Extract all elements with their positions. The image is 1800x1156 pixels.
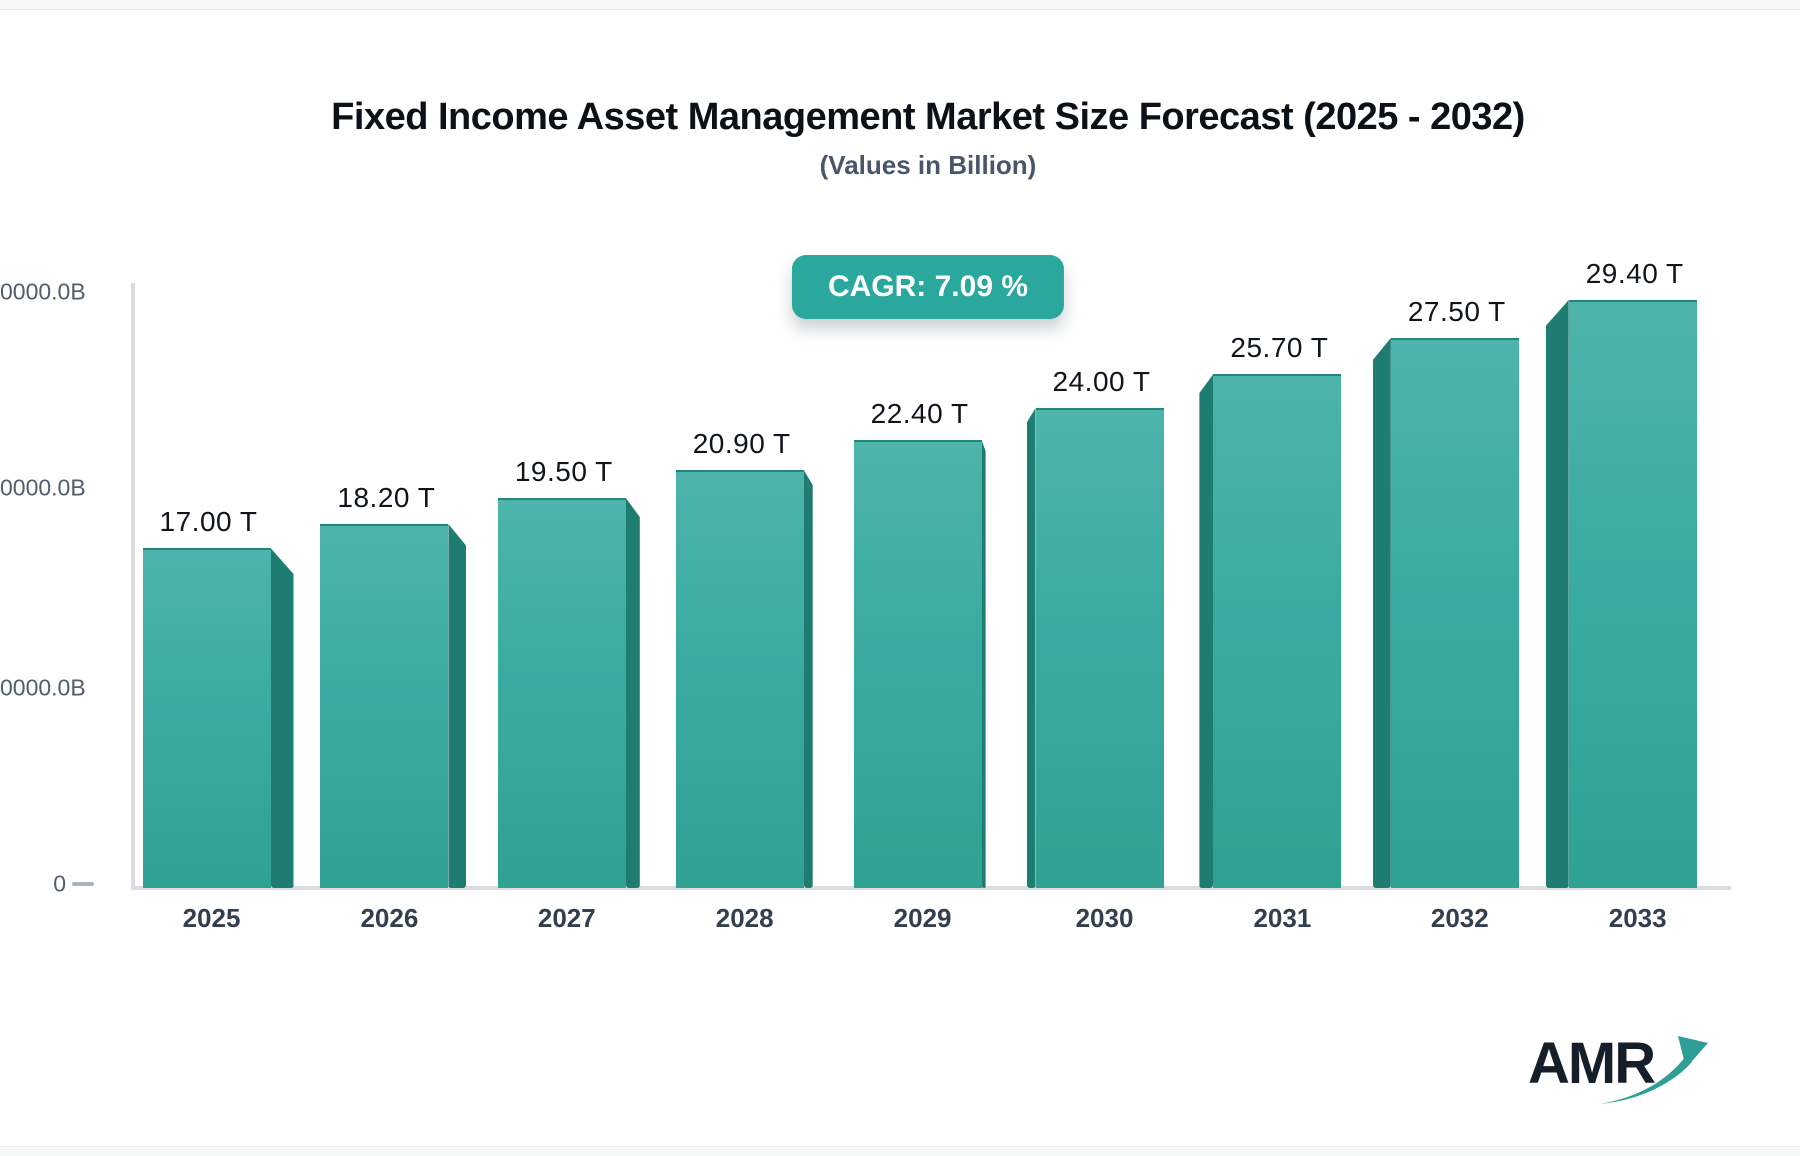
x-axis-label: 2029 [893, 903, 952, 933]
x-axis-label: 2032 [1430, 903, 1489, 933]
bar-2026 [320, 524, 449, 888]
x-axis-label: 2026 [360, 903, 419, 933]
y-axis-line [131, 283, 135, 888]
y-axis-tick-mark [72, 882, 94, 886]
x-axis-label: 2025 [182, 903, 241, 933]
bar-value-label: 17.00 T [159, 506, 258, 537]
chart-title: Fixed Income Asset Management Market Siz… [331, 96, 1525, 138]
bar-2027 [497, 498, 626, 888]
bar-side-face [625, 498, 640, 888]
bar-value-label: 27.50 T [1407, 296, 1506, 327]
bar-2032 [1390, 338, 1519, 888]
cagr-badge: CAGR: 7.09 % [791, 255, 1065, 319]
bar-2030 [1035, 408, 1164, 888]
bar-side-face [803, 470, 813, 888]
bar-side-face [1372, 338, 1391, 888]
bar-value-label: 18.20 T [337, 482, 436, 513]
amr-logo: AMR [1528, 1031, 1656, 1096]
x-axis-label: 2028 [715, 903, 774, 933]
x-axis-label: 2030 [1075, 903, 1134, 933]
y-axis-tick-label: 0000.0B [0, 474, 86, 501]
x-axis-label: 2031 [1253, 903, 1312, 933]
growth-arrow-icon [1600, 1036, 1708, 1104]
bar-2025 [142, 548, 271, 888]
bar-value-label: 22.40 T [870, 398, 969, 429]
bar-value-label: 29.40 T [1585, 258, 1684, 289]
bar-side-face [1026, 408, 1036, 888]
chart-subtitle: (Values in Billion) [819, 150, 1037, 180]
bar-value-label: 19.50 T [514, 456, 613, 487]
bar-2031 [1213, 374, 1342, 888]
bar-value-label: 25.70 T [1230, 332, 1329, 363]
y-axis-zero-label: 0 [53, 870, 66, 897]
bar-2028 [675, 470, 804, 888]
bottom-border [0, 1146, 1800, 1156]
bar-value-label: 20.90 T [692, 428, 791, 459]
bar-side-face [448, 524, 467, 888]
bar-side-face [270, 548, 294, 888]
x-axis-label: 2027 [537, 903, 596, 933]
x-axis-line [131, 886, 1731, 890]
bar-side-face [981, 440, 986, 888]
y-axis-tick-label: 0000.0B [0, 278, 86, 305]
bar-2033 [1568, 300, 1697, 888]
bar-value-label: 24.00 T [1052, 366, 1151, 397]
x-axis-label: 2033 [1608, 903, 1667, 933]
y-axis-tick-label: 0000.0B [0, 674, 86, 701]
top-border [0, 0, 1800, 10]
bar-side-face [1545, 300, 1569, 888]
bar-side-face [1199, 374, 1214, 888]
bar-2029 [853, 440, 982, 888]
